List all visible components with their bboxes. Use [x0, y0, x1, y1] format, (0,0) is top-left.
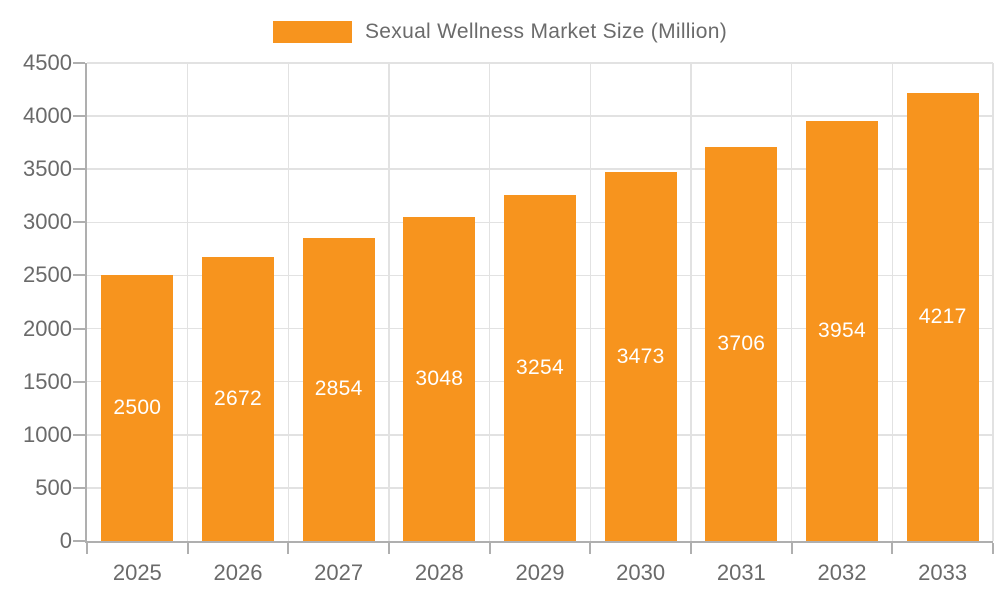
- y-tick-mark: [73, 62, 85, 64]
- y-tick-label: 1500: [23, 368, 72, 394]
- bar-2030[interactable]: 3473: [604, 172, 677, 541]
- x-tick-label: 2029: [515, 560, 565, 585]
- x-tick-mark: [992, 543, 994, 554]
- v-gridline: [690, 63, 692, 541]
- v-gridline: [488, 63, 491, 541]
- y-tick-mark: [73, 168, 85, 171]
- bar-2025[interactable]: 2500: [101, 275, 174, 541]
- x-tick-mark: [589, 543, 592, 554]
- legend-label: Sexual Wellness Market Size (Million): [365, 20, 727, 43]
- bar-2028[interactable]: 3048: [403, 217, 476, 541]
- bar-value-label: 3473: [616, 344, 665, 368]
- x-tick-mark: [388, 543, 390, 554]
- y-tick-mark: [73, 486, 85, 489]
- y-tick-mark: [73, 540, 85, 542]
- y-tick-label: 2000: [23, 315, 72, 341]
- x-tick-label: 2031: [716, 560, 766, 585]
- bar-2031[interactable]: 3706: [705, 147, 778, 541]
- h-gridline: [87, 168, 993, 170]
- h-gridline: [87, 62, 993, 64]
- x-tick-label: 2033: [918, 560, 968, 585]
- x-tick-mark: [690, 543, 692, 554]
- bar-2032[interactable]: 3954: [806, 121, 878, 541]
- x-tick-label: 2027: [314, 560, 364, 585]
- x-tick-label: 2025: [112, 560, 162, 585]
- bar-value-label: 2672: [214, 387, 262, 411]
- x-tick-mark: [287, 543, 290, 554]
- bar-value-label: 2500: [113, 396, 162, 420]
- y-tick-mark: [73, 115, 85, 118]
- v-gridline: [186, 63, 189, 541]
- bar-2026[interactable]: 2672: [202, 257, 274, 541]
- bar-value-label: 3706: [717, 332, 766, 356]
- y-tick-label: 3500: [23, 156, 72, 182]
- y-tick-mark: [73, 221, 85, 224]
- y-tick-label: 4000: [23, 103, 72, 129]
- h-gridline: [87, 115, 993, 117]
- x-tick-mark: [86, 543, 88, 554]
- bar-2033[interactable]: 4217: [906, 93, 979, 541]
- bar-value-label: 3048: [415, 367, 464, 391]
- x-tick-label: 2030: [616, 560, 666, 585]
- v-gridline: [589, 63, 592, 541]
- y-tick-label: 1000: [23, 421, 72, 447]
- y-tick-mark: [73, 327, 85, 330]
- x-tick-mark: [186, 543, 189, 554]
- bar-2027[interactable]: 2854: [302, 237, 375, 541]
- legend-swatch: [273, 21, 352, 43]
- y-tick-mark: [73, 380, 85, 383]
- v-gridline: [891, 63, 894, 541]
- x-tick-mark: [891, 543, 894, 554]
- bar-value-label: 3254: [516, 356, 564, 380]
- x-tick-label: 2026: [213, 560, 263, 585]
- v-gridline: [992, 63, 994, 541]
- y-axis-line: [85, 63, 87, 543]
- v-gridline: [388, 63, 390, 541]
- bar-value-label: 4217: [918, 305, 967, 329]
- y-tick-label: 0: [59, 528, 72, 553]
- legend-item[interactable]: Sexual Wellness Market Size (Million): [0, 17, 1000, 47]
- y-tick-label: 3000: [23, 209, 72, 235]
- y-tick-mark: [73, 274, 85, 277]
- y-tick-label: 500: [35, 474, 72, 500]
- bar-value-label: 2854: [314, 377, 363, 401]
- x-axis-line: [85, 541, 993, 543]
- plot-area: 2500 2672 2854 3048 3254 3473 3706 3954 4217: [87, 62, 994, 541]
- bar-2029[interactable]: 3254: [504, 195, 576, 541]
- x-tick-mark: [790, 543, 793, 554]
- y-tick-mark: [73, 433, 85, 436]
- x-tick-label: 2028: [414, 560, 464, 585]
- v-gridline: [287, 63, 290, 541]
- x-tick-label: 2032: [817, 560, 867, 585]
- y-tick-label: 2500: [23, 262, 72, 288]
- y-tick-label: 4500: [23, 50, 72, 75]
- bar-value-label: 3954: [818, 319, 866, 342]
- x-tick-mark: [488, 543, 491, 554]
- v-gridline: [790, 63, 793, 541]
